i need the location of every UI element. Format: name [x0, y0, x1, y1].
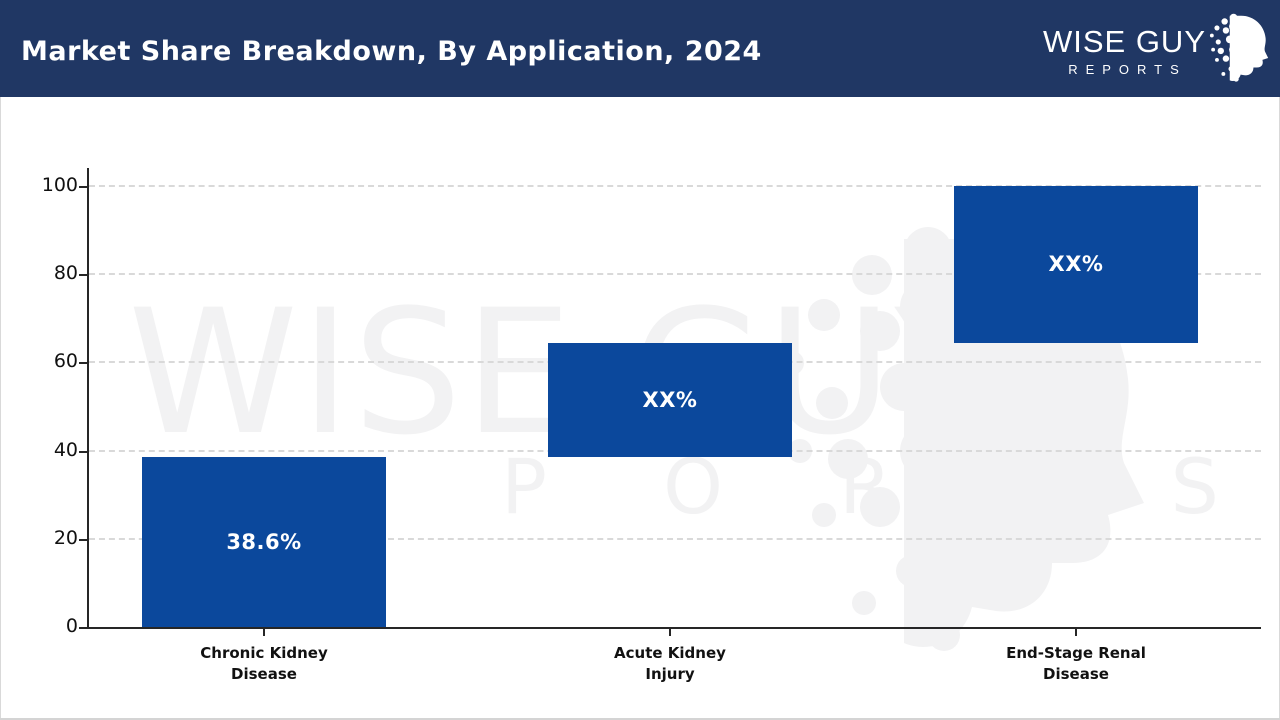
category-label: Acute Kidney Injury — [614, 644, 726, 683]
bar-value-label: XX% — [1048, 252, 1104, 277]
y-tick-mark — [79, 538, 87, 541]
logo-wordmark-sub: REPORTS — [1068, 61, 1187, 77]
y-tick-label: 60 — [53, 350, 78, 373]
y-tick-label: 40 — [53, 438, 78, 461]
bar-value-label: XX% — [642, 387, 698, 412]
y-tick-label: 20 — [53, 526, 78, 549]
y-tick-mark — [79, 627, 87, 629]
logo-wordmark-main: WISE GUY — [1042, 23, 1206, 59]
x-axis-line — [87, 627, 1261, 629]
x-tick-mark — [669, 629, 671, 636]
logo-face-icon — [1209, 13, 1269, 82]
bar-3: XX% — [954, 186, 1198, 343]
y-tick-mark — [79, 274, 87, 277]
y-tick-label: 100 — [41, 174, 78, 196]
header-bar: Market Share Breakdown, By Application, … — [0, 0, 1280, 97]
gridline — [89, 537, 1261, 540]
logo-wordmark: WISE GUY REPORTS — [1043, 24, 1206, 77]
y-tick-label: 80 — [53, 262, 78, 285]
gridline — [89, 273, 1261, 276]
plot-area: WISE GUY R E P O R T S 0 20 40 60 80 100 38.6… — [0, 97, 1280, 720]
y-tick-mark — [79, 362, 87, 365]
gridline — [89, 185, 1261, 187]
category-label: End-Stage Renal Disease — [1006, 644, 1146, 683]
brand-logo: WISE GUY REPORTS — [1043, 6, 1272, 92]
page-border-left — [0, 97, 1, 720]
y-tick-label: 0 — [65, 615, 78, 637]
category-label: Chronic Kidney Disease — [200, 644, 328, 683]
x-tick-mark — [263, 629, 265, 636]
bar-value-label: 38.6% — [226, 529, 302, 554]
bar-1: 38.6% — [142, 456, 386, 627]
y-axis-line — [87, 168, 89, 629]
y-tick-mark — [79, 450, 87, 453]
page-border-bottom — [0, 718, 1280, 720]
page-title: Market Share Breakdown, By Application, … — [21, 36, 762, 67]
x-tick-mark — [1075, 629, 1077, 636]
bar-2: XX% — [548, 342, 792, 457]
y-tick-mark — [79, 186, 87, 188]
